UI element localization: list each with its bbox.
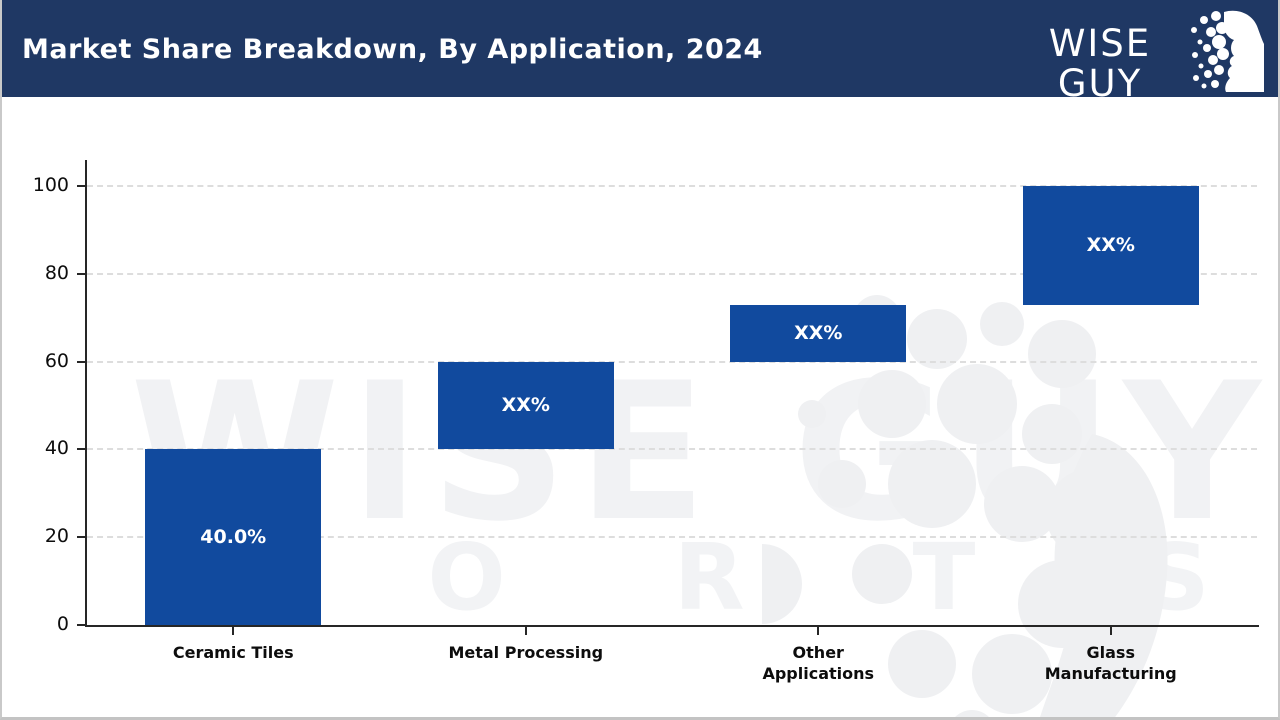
y-tick-mark (77, 185, 85, 187)
y-tick-mark (77, 624, 85, 626)
header-bar: Market Share Breakdown, By Application, … (2, 0, 1278, 136)
y-tick-label: 100 (32, 174, 69, 196)
y-tick-label: 40 (44, 437, 69, 460)
x-tick-mark (232, 627, 235, 635)
x-category-label: Metal Processing (448, 643, 604, 662)
bar-segment-metal-processing: XX% (437, 361, 614, 450)
logo-face-icon (1191, 10, 1264, 92)
bar-value-label: 40.0% (200, 526, 267, 549)
x-tick-mark (524, 627, 527, 635)
bar-value-label: XX% (794, 322, 843, 345)
y-tick-mark (77, 272, 85, 275)
wiseguy-logo: WISE GUY R E P O R T S (1014, 6, 1264, 136)
y-tick-mark (77, 536, 85, 539)
bar-value-label: XX% (501, 394, 550, 417)
bar-segment-glass-manufacturing: XX% (1022, 186, 1199, 305)
x-category-label: Glass Manufacturing (1044, 643, 1177, 683)
bar-segment-ceramic-tiles: 40.0% (145, 449, 322, 625)
gridline (87, 272, 1257, 275)
watermark-face-icon (762, 295, 1168, 717)
bar-segment-other-applications: XX% (730, 304, 907, 362)
x-category-label: Other Applications (762, 643, 875, 683)
bar-value-label: XX% (1086, 234, 1135, 257)
page-title: Market Share Breakdown, By Application, … (22, 34, 763, 65)
y-tick-label: 0 (56, 613, 69, 635)
gridline (87, 360, 1257, 363)
logo-text: WISE GUY R E P O R T S (1014, 22, 1186, 137)
logo-subtitle: R E P O R T S (1031, 106, 1173, 136)
logo-wordmark: WISE GUY (1048, 22, 1152, 105)
y-tick-label: 80 (44, 261, 69, 284)
y-tick-mark (77, 448, 85, 451)
chart-canvas: WISE GUY P O R T S 0 20 40 60 80 100 Ceramic (2, 97, 1278, 717)
y-tick-label: 60 (44, 349, 69, 372)
gridline (87, 448, 1257, 451)
gridline (87, 185, 1257, 187)
y-tick-label: 20 (44, 525, 69, 548)
plot-area: 40.0% XX% XX% XX% (87, 186, 1257, 625)
x-tick-mark (1109, 627, 1112, 635)
x-axis-line (85, 625, 1259, 627)
gridline (87, 536, 1257, 539)
y-tick-mark (77, 360, 85, 363)
x-tick-mark (817, 627, 820, 635)
x-category-label: Ceramic Tiles (172, 643, 294, 662)
y-axis-line (85, 160, 87, 627)
